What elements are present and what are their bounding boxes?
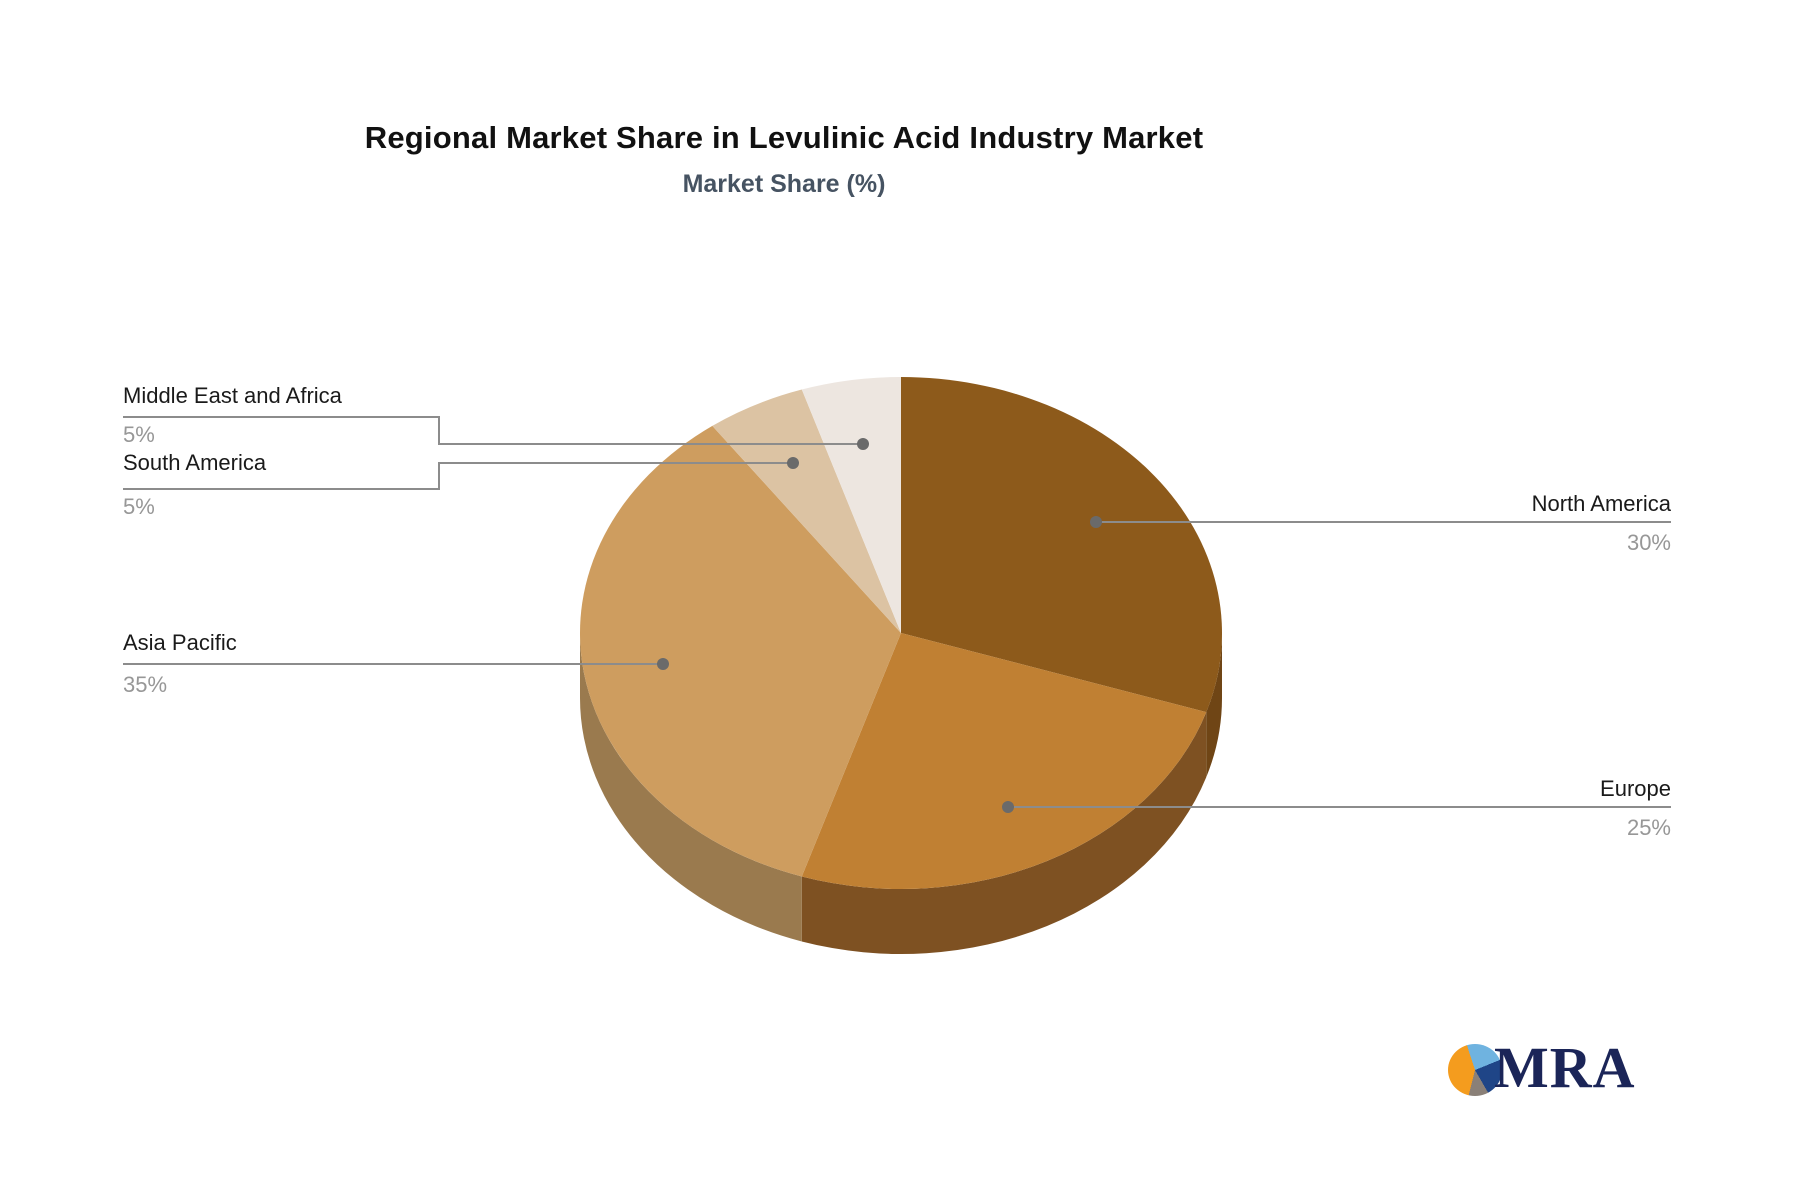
leader-dot-north-america: [1090, 516, 1102, 528]
pie-slice-asia-pacific[interactable]: [579, 425, 901, 877]
pie-slice-europe[interactable]: [801, 633, 1207, 889]
brand-logo: MRA: [1448, 1035, 1678, 1110]
value-south-america: 5%: [123, 494, 155, 519]
pie-slice-side-asia-pacific: [580, 633, 802, 942]
pie-slice-side-europe: [801, 712, 1207, 954]
logo-pie-icon: [1448, 1044, 1502, 1096]
pie-slice-middle-east-and-africa[interactable]: [801, 377, 901, 633]
label-south-america: South America: [123, 450, 267, 475]
logo-text: MRA: [1494, 1035, 1636, 1100]
label-asia-pacific: Asia Pacific: [123, 630, 237, 655]
label-north-america: North America: [1531, 491, 1671, 516]
chart-title: Regional Market Share in Levulinic Acid …: [364, 120, 1204, 155]
value-north-america: 30%: [1626, 530, 1671, 555]
label-europe: Europe: [1600, 776, 1671, 801]
leader-line-south-america: [123, 462, 793, 490]
value-middle-east-and-africa: 5%: [123, 422, 155, 447]
leader-line-middle-east-and-africa: [123, 416, 863, 445]
pie-slice-side-north-america: [1206, 633, 1222, 778]
pie-slice-south-america[interactable]: [712, 389, 901, 633]
value-europe: 25%: [1626, 815, 1671, 840]
label-middle-east-and-africa: Middle East and Africa: [123, 383, 342, 408]
leader-dot-europe: [1002, 801, 1014, 813]
value-asia-pacific: 35%: [123, 672, 168, 697]
leader-dot-south-america: [787, 457, 799, 469]
leader-dot-asia-pacific: [657, 658, 669, 670]
leader-dot-middle-east-and-africa: [857, 438, 869, 450]
pie-slice-north-america[interactable]: [901, 377, 1222, 713]
chart-subtitle: Market Share (%): [682, 170, 886, 198]
